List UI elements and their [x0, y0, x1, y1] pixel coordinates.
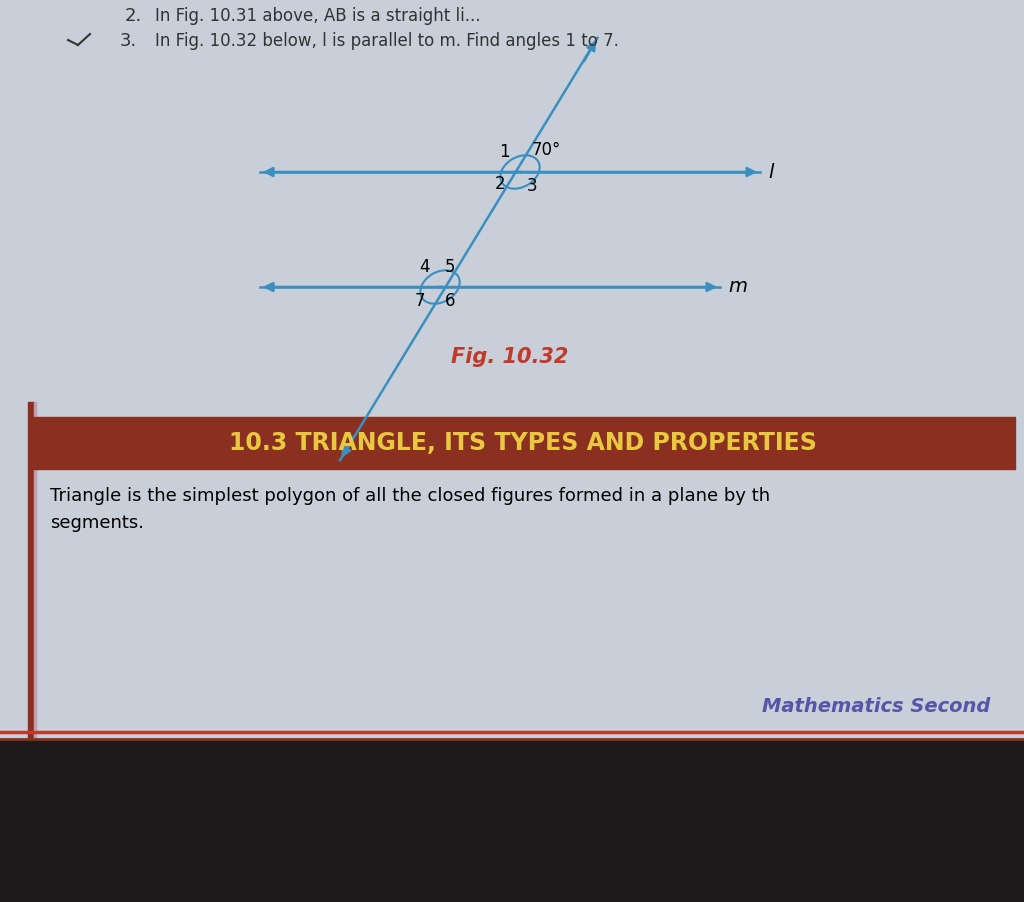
Text: 3: 3 [526, 177, 538, 195]
Text: 6: 6 [444, 292, 456, 310]
Text: 10.3 TRIANGLE, ITS TYPES AND PROPERTIES: 10.3 TRIANGLE, ITS TYPES AND PROPERTIES [228, 431, 816, 455]
Text: m: m [728, 278, 746, 297]
Bar [0, 740, 1024, 902]
Bar [28, 402, 34, 902]
Text: segments.: segments. [50, 514, 144, 532]
Text: In Fig. 10.31 above, AB is a straight li...: In Fig. 10.31 above, AB is a straight li… [155, 7, 480, 25]
Text: In Fig. 10.32 below, l is parallel to m. Find angles 1 to 7.: In Fig. 10.32 below, l is parallel to m.… [155, 32, 618, 50]
Text: 70°: 70° [532, 141, 561, 159]
Text: Fig. 10.32: Fig. 10.32 [452, 347, 568, 367]
Bar [34, 402, 36, 902]
Text: Mathematics Second: Mathematics Second [762, 697, 990, 716]
Text: 3.: 3. [120, 32, 137, 50]
Text: 4: 4 [419, 258, 429, 276]
Text: l: l [768, 162, 773, 181]
Text: 1: 1 [499, 143, 509, 161]
Text: 7: 7 [415, 292, 425, 310]
Text: 2: 2 [495, 175, 505, 193]
Text: Triangle is the simplest polygon of all the closed figures formed in a plane by : Triangle is the simplest polygon of all … [50, 487, 770, 505]
Bar [30, 417, 1015, 469]
Text: 2.: 2. [125, 7, 142, 25]
Text: 5: 5 [444, 258, 456, 276]
